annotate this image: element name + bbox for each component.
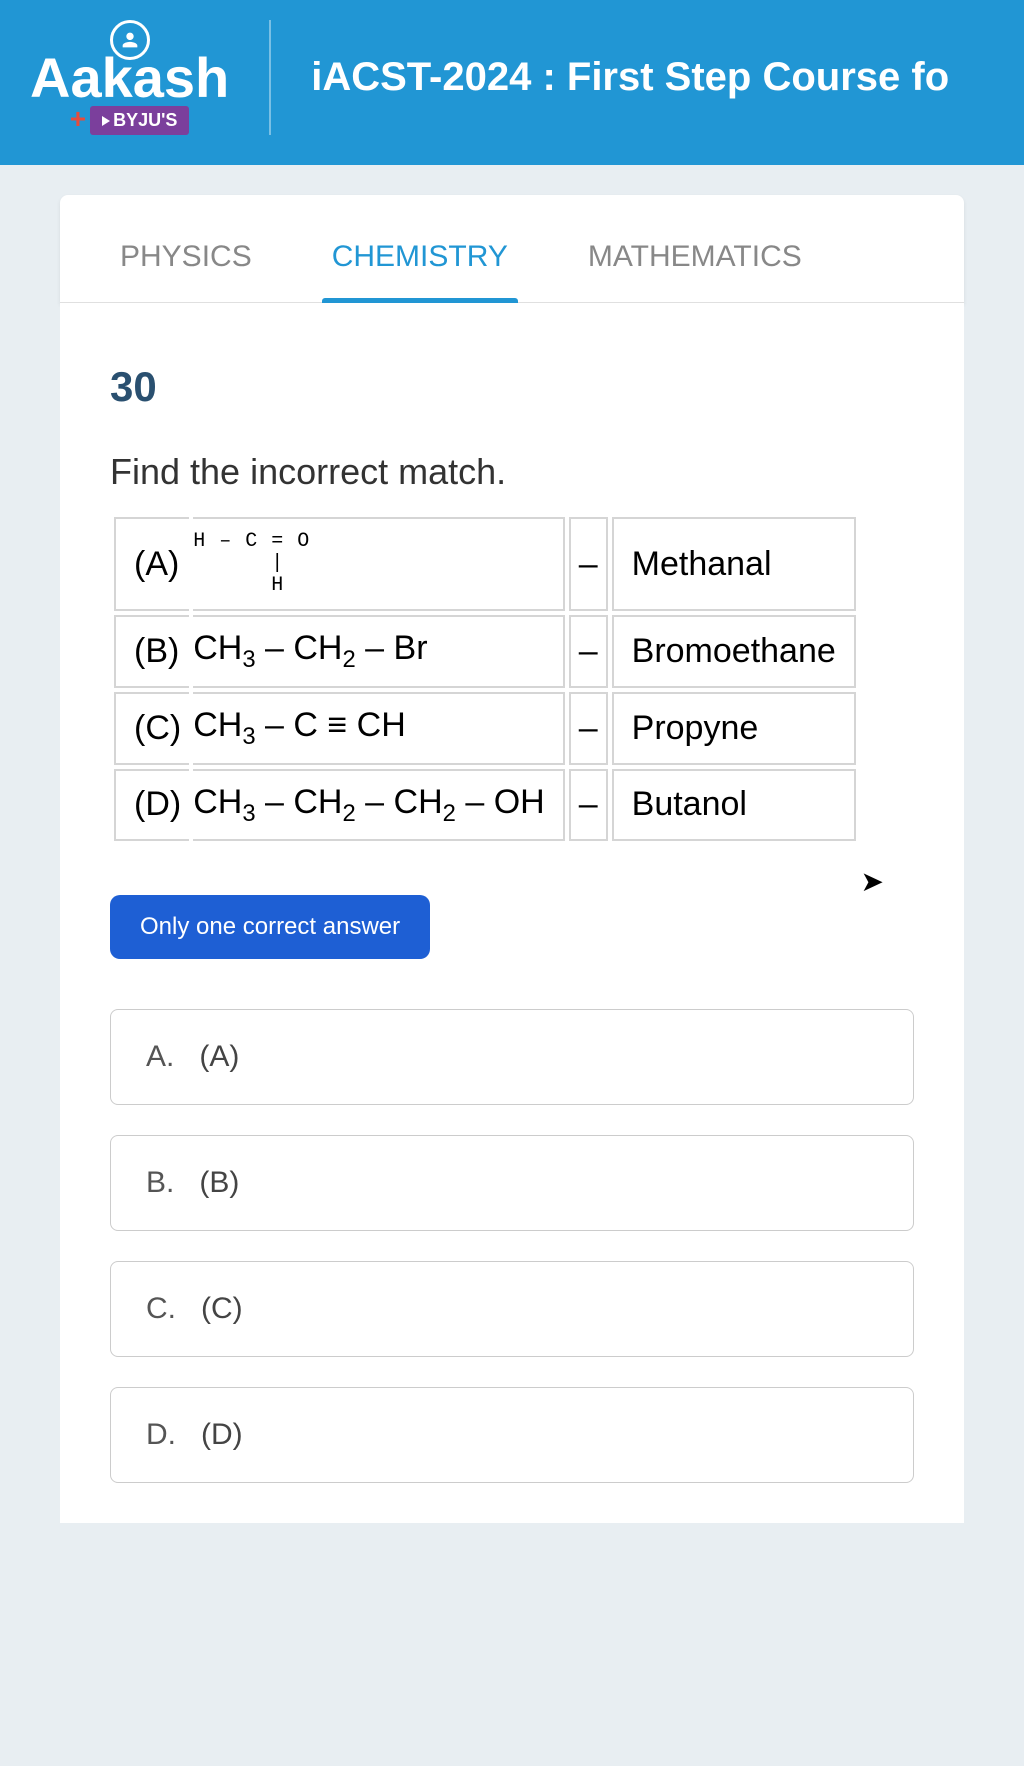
option-letter: C.: [146, 1292, 176, 1326]
row-label: (B): [114, 615, 189, 688]
logo-section: Aakash + BYJU'S: [30, 20, 271, 135]
option-letter: D.: [146, 1418, 176, 1452]
option-letter: B.: [146, 1166, 174, 1200]
tab-chemistry[interactable]: CHEMISTRY: [322, 225, 518, 302]
question-text: Find the incorrect match.: [110, 451, 914, 493]
row-formula: CH3 – C ≡ CH: [193, 692, 565, 765]
match-table: (A) H – C = O | H – Methanal (B) CH3 – C…: [110, 513, 860, 845]
table-row: (D) CH3 – CH2 – CH2 – OH – Butanol: [114, 769, 856, 842]
row-dash: –: [569, 769, 608, 842]
subject-tabs: PHYSICS CHEMISTRY MATHEMATICS: [60, 225, 964, 303]
person-icon: [110, 20, 150, 60]
byjus-row: + BYJU'S: [70, 102, 190, 135]
row-dash: –: [569, 517, 608, 611]
question-content: 30 Find the incorrect match. (A) H – C =…: [60, 303, 964, 1523]
table-row: (B) CH3 – CH2 – Br – Bromoethane: [114, 615, 856, 688]
row-name: Bromoethane: [612, 615, 856, 688]
option-letter: A.: [146, 1040, 174, 1074]
option-d[interactable]: D. (D): [110, 1387, 914, 1483]
row-name: Butanol: [612, 769, 856, 842]
row-label: (D): [114, 769, 189, 842]
row-formula: CH3 – CH2 – Br: [193, 615, 565, 688]
row-dash: –: [569, 692, 608, 765]
option-a[interactable]: A. (A): [110, 1009, 914, 1105]
table-row: (A) H – C = O | H – Methanal: [114, 517, 856, 611]
header-bar: Aakash + BYJU'S iACST-2024 : First Step …: [0, 0, 1024, 165]
option-text: (B): [199, 1166, 239, 1200]
option-text: (A): [199, 1040, 239, 1074]
row-formula: CH3 – CH2 – CH2 – OH: [193, 769, 565, 842]
option-c[interactable]: C. (C): [110, 1261, 914, 1357]
answer-mode-badge: Only one correct answer: [110, 895, 430, 959]
cursor-icon: ➤: [861, 865, 884, 898]
option-b[interactable]: B. (B): [110, 1135, 914, 1231]
tabs-container: PHYSICS CHEMISTRY MATHEMATICS: [60, 195, 964, 303]
table-row: (C) CH3 – C ≡ CH – Propyne: [114, 692, 856, 765]
row-formula: H – C = O | H: [193, 517, 565, 611]
answer-options: A. (A) B. (B) C. (C) D. (D): [110, 1009, 914, 1483]
tab-mathematics[interactable]: MATHEMATICS: [578, 225, 812, 302]
row-label: (A): [114, 517, 189, 611]
row-dash: –: [569, 615, 608, 688]
tab-physics[interactable]: PHYSICS: [110, 225, 262, 302]
option-text: (D): [201, 1418, 243, 1452]
row-name: Methanal: [612, 517, 856, 611]
row-label: (C): [114, 692, 189, 765]
option-text: (C): [201, 1292, 243, 1326]
byjus-badge: BYJU'S: [90, 106, 189, 135]
row-name: Propyne: [612, 692, 856, 765]
exam-title: iACST-2024 : First Step Course fo: [311, 55, 949, 100]
question-number: 30: [110, 363, 914, 411]
plus-icon: +: [70, 103, 86, 135]
